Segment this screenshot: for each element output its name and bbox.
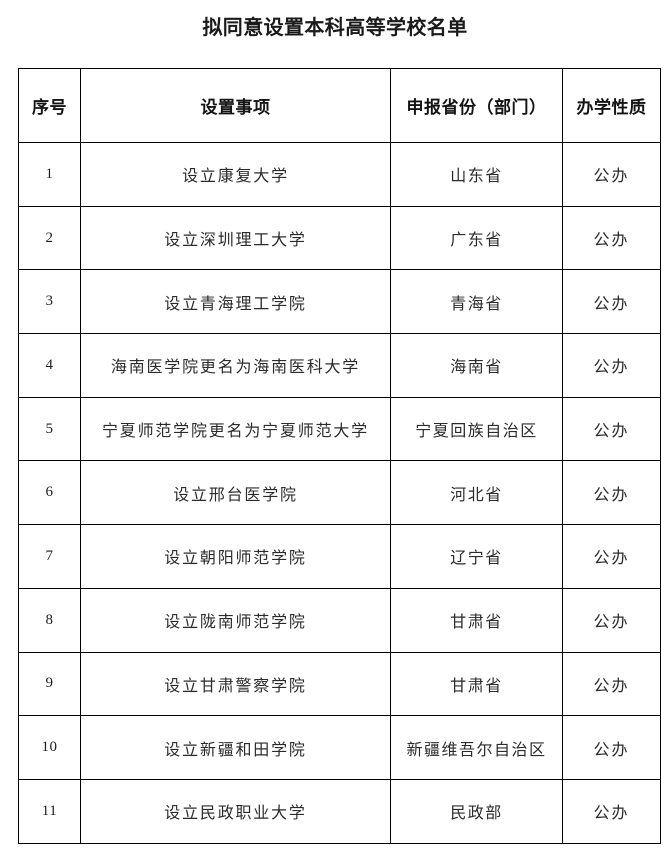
table-row: 1 设立康复大学 山东省 公办 [18,142,661,207]
table-cell-province: 宁夏回族自治区 [390,396,563,462]
table-cell-province: 民政部 [390,778,563,844]
table-row: 5 宁夏师范学院更名为宁夏师范大学 宁夏回族自治区 公办 [18,396,661,462]
table-cell-index: 10 [18,715,81,780]
page-title: 拟同意设置本科高等学校名单 [202,17,468,39]
table-cell-matter: 海南医学院更名为海南医科大学 [80,333,391,398]
table-cell-nature: 公办 [562,778,661,844]
table-cell-matter: 设立新疆和田学院 [80,715,391,780]
table-cell-nature: 公办 [562,460,661,526]
table-cell-matter: 设立朝阳师范学院 [80,524,391,589]
table-row: 9 设立甘肃警察学院 甘肃省 公办 [18,651,661,717]
table-cell-index: 1 [18,142,81,207]
table-row: 6 设立邢台医学院 河北省 公办 [18,460,661,526]
table-cell-matter: 宁夏师范学院更名为宁夏师范大学 [80,396,391,462]
table-cell-matter: 设立深圳理工大学 [80,205,391,271]
table-row: 4 海南医学院更名为海南医科大学 海南省 公办 [18,333,661,398]
table-cell-index: 6 [18,460,81,526]
table-cell-nature: 公办 [562,269,661,335]
table-row: 11 设立民政职业大学 民政部 公办 [18,778,661,844]
table-cell-nature: 公办 [562,205,661,271]
table-cell-index: 2 [18,205,81,271]
table-header: 序号 设置事项 申报省份（部门） 办学性质 [18,68,661,143]
column-header-index: 序号 [18,68,81,143]
table-cell-nature: 公办 [562,333,661,398]
table-body: 1 设立康复大学 山东省 公办 2 设立深圳理工大学 广东省 公办 3 设立青海理工学院 青海省 公办… [18,142,661,844]
table-row: 10 设立新疆和田学院 新疆维吾尔自治区 公办 [18,715,661,780]
column-header-matter: 设置事项 [80,68,391,143]
table-cell-province: 山东省 [390,142,563,207]
table-cell-province: 青海省 [390,269,563,335]
table-row: 2 设立深圳理工大学 广东省 公办 [18,205,661,271]
table-cell-province: 海南省 [390,333,563,398]
table-cell-province: 辽宁省 [390,524,563,589]
table-container: 序号 设置事项 申报省份（部门） 办学性质 1 设立康复大学 山东省 公办 2 设立深圳理… [18,68,661,844]
table-cell-index: 8 [18,587,81,653]
table-cell-nature: 公办 [562,396,661,462]
table-cell-matter: 设立康复大学 [80,142,391,207]
table-cell-index: 7 [18,524,81,589]
table-header-row: 序号 设置事项 申报省份（部门） 办学性质 [18,68,661,143]
table-row: 8 设立陇南师范学院 甘肃省 公办 [18,587,661,653]
table-cell-province: 广东省 [390,205,563,271]
table-cell-matter: 设立甘肃警察学院 [80,651,391,717]
table-cell-matter: 设立邢台医学院 [80,460,391,526]
table-cell-nature: 公办 [562,651,661,717]
table-cell-province: 新疆维吾尔自治区 [390,715,563,780]
table-cell-nature: 公办 [562,524,661,589]
table-cell-index: 5 [18,396,81,462]
table-cell-nature: 公办 [562,587,661,653]
table-cell-index: 3 [18,269,81,335]
table-cell-nature: 公办 [562,142,661,207]
table-cell-province: 河北省 [390,460,563,526]
school-listing-table: 序号 设置事项 申报省份（部门） 办学性质 1 设立康复大学 山东省 公办 2 设立深圳理… [18,68,661,844]
table-cell-matter: 设立青海理工学院 [80,269,391,335]
table-cell-province: 甘肃省 [390,587,563,653]
table-row: 3 设立青海理工学院 青海省 公办 [18,269,661,335]
table-cell-province: 甘肃省 [390,651,563,717]
table-cell-nature: 公办 [562,715,661,780]
table-row: 7 设立朝阳师范学院 辽宁省 公办 [18,524,661,589]
table-cell-matter: 设立民政职业大学 [80,778,391,844]
table-cell-matter: 设立陇南师范学院 [80,587,391,653]
table-cell-index: 11 [18,778,81,844]
column-header-province: 申报省份（部门） [390,68,563,143]
table-cell-index: 9 [18,651,81,717]
column-header-nature: 办学性质 [562,68,661,143]
table-cell-index: 4 [18,333,81,398]
